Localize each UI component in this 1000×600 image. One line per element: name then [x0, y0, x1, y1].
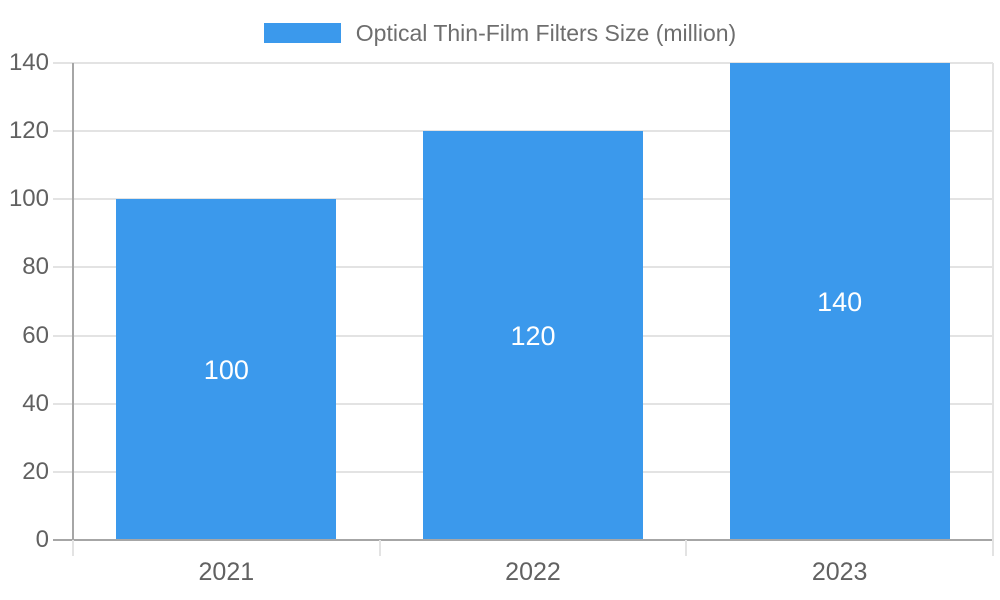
x-axis-line	[53, 539, 993, 541]
y-axis-tick-label: 60	[22, 321, 49, 349]
x-axis-tick	[378, 540, 381, 556]
y-axis-tick-label: 80	[22, 253, 49, 281]
x-axis-tick-label: 2022	[505, 558, 561, 586]
bar-value-label: 100	[203, 354, 249, 385]
x-axis-tick-label: 2023	[811, 558, 868, 586]
plot-right-border	[992, 63, 994, 556]
bar-value-label: 120	[510, 320, 556, 351]
x-axis-tick	[685, 540, 688, 556]
legend-swatch-icon	[263, 23, 341, 43]
y-axis-tick-label: 100	[8, 185, 49, 213]
bar	[423, 131, 643, 540]
legend-label: Optical Thin-Film Filters Size (million)	[355, 19, 737, 46]
x-axis-tick-label: 2021	[198, 558, 255, 586]
bar-value-label: 140	[817, 286, 863, 317]
legend[interactable]: Optical Thin-Film Filters Size (million)	[0, 20, 1000, 46]
y-axis-tick-label: 20	[22, 457, 49, 485]
y-axis-tick-label: 120	[8, 117, 49, 145]
x-axis-tick	[992, 540, 994, 556]
y-axis-tick-label: 140	[8, 49, 49, 76]
x-axis-tick	[72, 540, 74, 556]
y-axis-tick-label: 0	[35, 526, 49, 553]
bar	[116, 199, 337, 540]
y-gridline	[53, 62, 993, 64]
y-axis-tick-label: 40	[22, 389, 49, 417]
bar	[729, 63, 950, 540]
y-axis-line	[72, 63, 74, 540]
